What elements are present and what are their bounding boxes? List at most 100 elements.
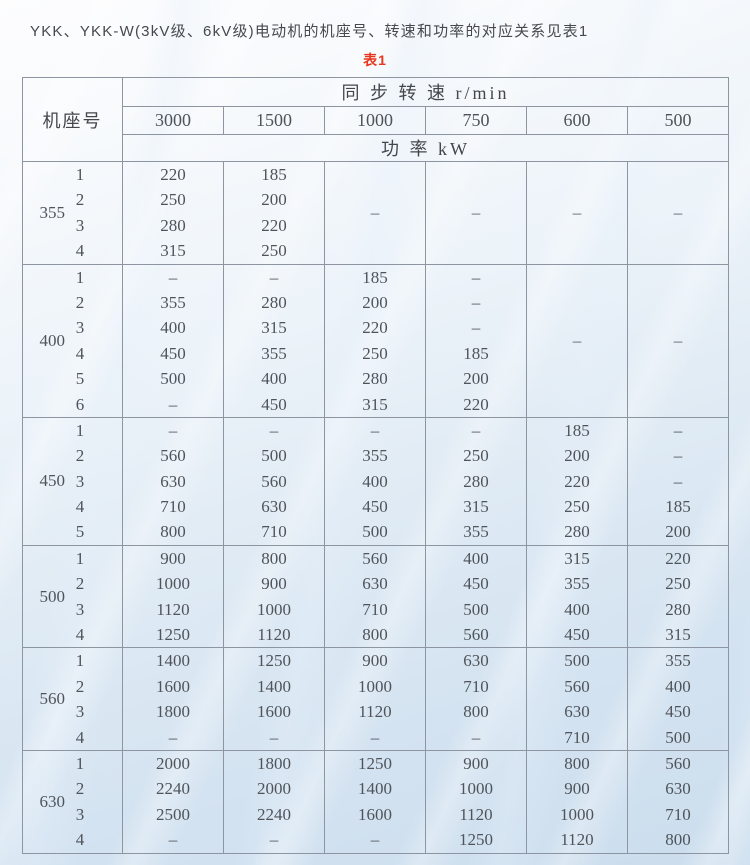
power-unit-header: 功 率 kW — [121, 134, 730, 162]
power-value: 315 — [261, 318, 287, 338]
power-value: 400 — [261, 369, 287, 389]
power-value: 1120 — [560, 830, 594, 850]
power-value: 1400 — [257, 676, 291, 696]
power-value: 1250 — [156, 625, 190, 645]
power-value: 355 — [261, 343, 287, 363]
frame-number-cell: 355 1 2 3 4 — [22, 161, 123, 265]
header-row-power-unit: 功 率 kW — [23, 134, 730, 162]
power-value-cell: – 280 315 355 400 450 — [223, 263, 325, 418]
power-value: – — [168, 420, 178, 440]
power-value: 220 — [362, 318, 388, 338]
power-cell-merged-dash: – — [324, 161, 426, 265]
frame-sub-numbers: 1 2 3 4 — [65, 648, 95, 750]
power-value: 710 — [362, 599, 388, 619]
document-title: YKK、YKK-W(3kV级、6kV级)电动机的机座号、转速和功率的对应关系见表… — [30, 23, 589, 40]
power-value: 250 — [362, 343, 388, 363]
frame-sub-number: 2 — [75, 190, 85, 210]
power-value-cell: 1400 1600 1800 – — [122, 647, 224, 751]
power-value-cell: 185 200 220 250 280 315 — [324, 263, 426, 418]
power-value: 710 — [564, 727, 590, 747]
power-value-cell: 185 200 220 250 — [223, 161, 325, 265]
frame-number-cell: 400 1 2 3 4 5 6 — [22, 263, 123, 418]
power-value: – — [471, 292, 481, 312]
power-value-cell: 185 200 220 250 280 — [526, 416, 628, 546]
frame-sub-number: 3 — [75, 804, 85, 824]
power-value: 2240 — [257, 804, 291, 824]
power-value: 1000 — [257, 599, 291, 619]
power-value: 185 — [463, 343, 489, 363]
power-value: – — [168, 267, 178, 287]
power-value: 280 — [665, 599, 691, 619]
power-value: 315 — [160, 241, 186, 261]
power-value: 560 — [665, 753, 691, 773]
power-value: 500 — [564, 651, 590, 671]
frame-block-row-400: 400 1 2 3 4 5 6–355 400 450 500– –280 315 355 400 450 1… — [22, 263, 730, 418]
table-caption: 表1 — [363, 52, 387, 68]
frame-number-column-header: 机座号 — [22, 77, 123, 162]
frame-sub-number: 1 — [75, 753, 85, 773]
frame-sub-number: 4 — [75, 241, 85, 261]
power-value: 355 — [160, 292, 186, 312]
power-value: 250 — [564, 497, 590, 517]
power-value: 800 — [160, 522, 186, 542]
frame-sub-numbers: 1 2 3 4 — [65, 546, 95, 648]
frame-number-cell: 500 1 2 3 4 — [22, 544, 123, 649]
frame-number-cell: 450 1 2 3 4 5 — [22, 416, 123, 546]
power-value: 800 — [362, 625, 388, 645]
power-value: 355 — [463, 522, 489, 542]
power-value: 450 — [564, 625, 590, 645]
power-value-cell: 560 630 710 800 — [626, 749, 730, 854]
power-value: 560 — [261, 471, 287, 491]
power-value: 710 — [463, 676, 489, 696]
frame-sub-numbers: 1 2 3 4 — [65, 162, 95, 264]
power-value: 185 — [665, 497, 691, 517]
power-value: 630 — [362, 574, 388, 594]
power-value-cell: 900 1000 1120 1250 — [122, 544, 224, 649]
power-value: 200 — [261, 190, 287, 210]
power-value: 500 — [665, 727, 691, 747]
frame-sub-number: 2 — [75, 446, 85, 466]
power-value: 1000 — [358, 676, 392, 696]
motor-power-table: 机座号 同 步 转 速 r/min 3000 1500 1000 750 600… — [22, 77, 730, 854]
power-value: 450 — [261, 394, 287, 414]
frame-sub-numbers: 1 2 3 4 5 — [65, 418, 95, 545]
frame-size-label: 400 — [39, 330, 66, 350]
frame-sub-number: 1 — [75, 548, 85, 568]
power-value: 450 — [665, 702, 691, 722]
frame-size-label: 630 — [39, 791, 66, 811]
speed-column-header: 1500 — [223, 106, 325, 135]
power-value: 450 — [362, 497, 388, 517]
power-value: 200 — [564, 446, 590, 466]
power-value: 1600 — [358, 804, 392, 824]
power-value: 355 — [362, 446, 388, 466]
power-value: 1600 — [257, 702, 291, 722]
frame-sub-number: 3 — [75, 318, 85, 338]
power-value: 280 — [261, 292, 287, 312]
power-value: 400 — [564, 599, 590, 619]
power-value: 900 — [564, 779, 590, 799]
power-value: 630 — [665, 779, 691, 799]
frame-sub-number: 6 — [75, 394, 85, 414]
power-value: – — [673, 446, 683, 466]
power-value: 315 — [463, 497, 489, 517]
power-value: 400 — [463, 548, 489, 568]
power-value: 220 — [160, 165, 186, 184]
power-value: – — [168, 830, 178, 850]
header-row-speed-values: 3000 1500 1000 750 600 500 — [23, 106, 730, 135]
power-value: 710 — [665, 804, 691, 824]
power-value-cell: 900 1000 1120 1250 — [425, 749, 527, 854]
power-value: 800 — [463, 702, 489, 722]
power-value-cell: 220 250 280 315 — [122, 161, 224, 265]
power-value: 250 — [463, 446, 489, 466]
power-value-cell: 315 355 400 450 — [526, 544, 628, 649]
power-value-cell: 1800 2000 2240 – — [223, 749, 325, 854]
frame-sub-numbers: 1 2 3 4 5 6 — [65, 265, 95, 417]
speed-column-header: 750 — [425, 106, 527, 135]
power-value: 1400 — [358, 779, 392, 799]
power-value: 185 — [261, 165, 287, 184]
power-value-cell: – – – 185 200 220 — [425, 263, 527, 418]
frame-sub-number: 2 — [75, 574, 85, 594]
frame-sub-number: 1 — [75, 651, 85, 671]
power-value: 1600 — [156, 676, 190, 696]
power-value: 200 — [362, 292, 388, 312]
